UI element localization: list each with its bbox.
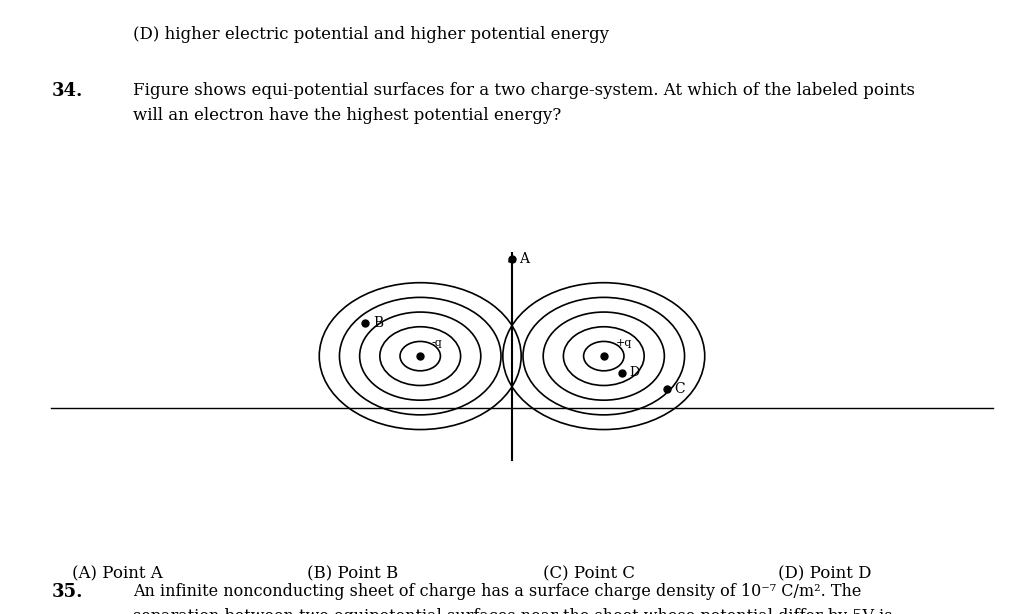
Text: A: A xyxy=(519,252,528,266)
Text: (A) Point A: (A) Point A xyxy=(72,565,163,582)
Text: 34.: 34. xyxy=(51,82,83,99)
Text: D: D xyxy=(629,367,639,379)
Text: +q: +q xyxy=(615,338,632,348)
Text: -q: -q xyxy=(432,338,442,348)
Text: (C) Point C: (C) Point C xyxy=(543,565,635,582)
Text: C: C xyxy=(674,383,684,397)
Text: Figure shows equi-potential surfaces for a two charge-system. At which of the la: Figure shows equi-potential surfaces for… xyxy=(133,82,915,123)
Text: (B) Point B: (B) Point B xyxy=(307,565,398,582)
Text: (D) Point D: (D) Point D xyxy=(778,565,871,582)
Text: (D) higher electric potential and higher potential energy: (D) higher electric potential and higher… xyxy=(133,26,609,43)
Text: An infinite nonconducting sheet of charge has a surface charge density of 10⁻⁷ C: An infinite nonconducting sheet of charg… xyxy=(133,583,893,614)
Text: 35.: 35. xyxy=(51,583,83,601)
Text: B: B xyxy=(374,316,384,330)
